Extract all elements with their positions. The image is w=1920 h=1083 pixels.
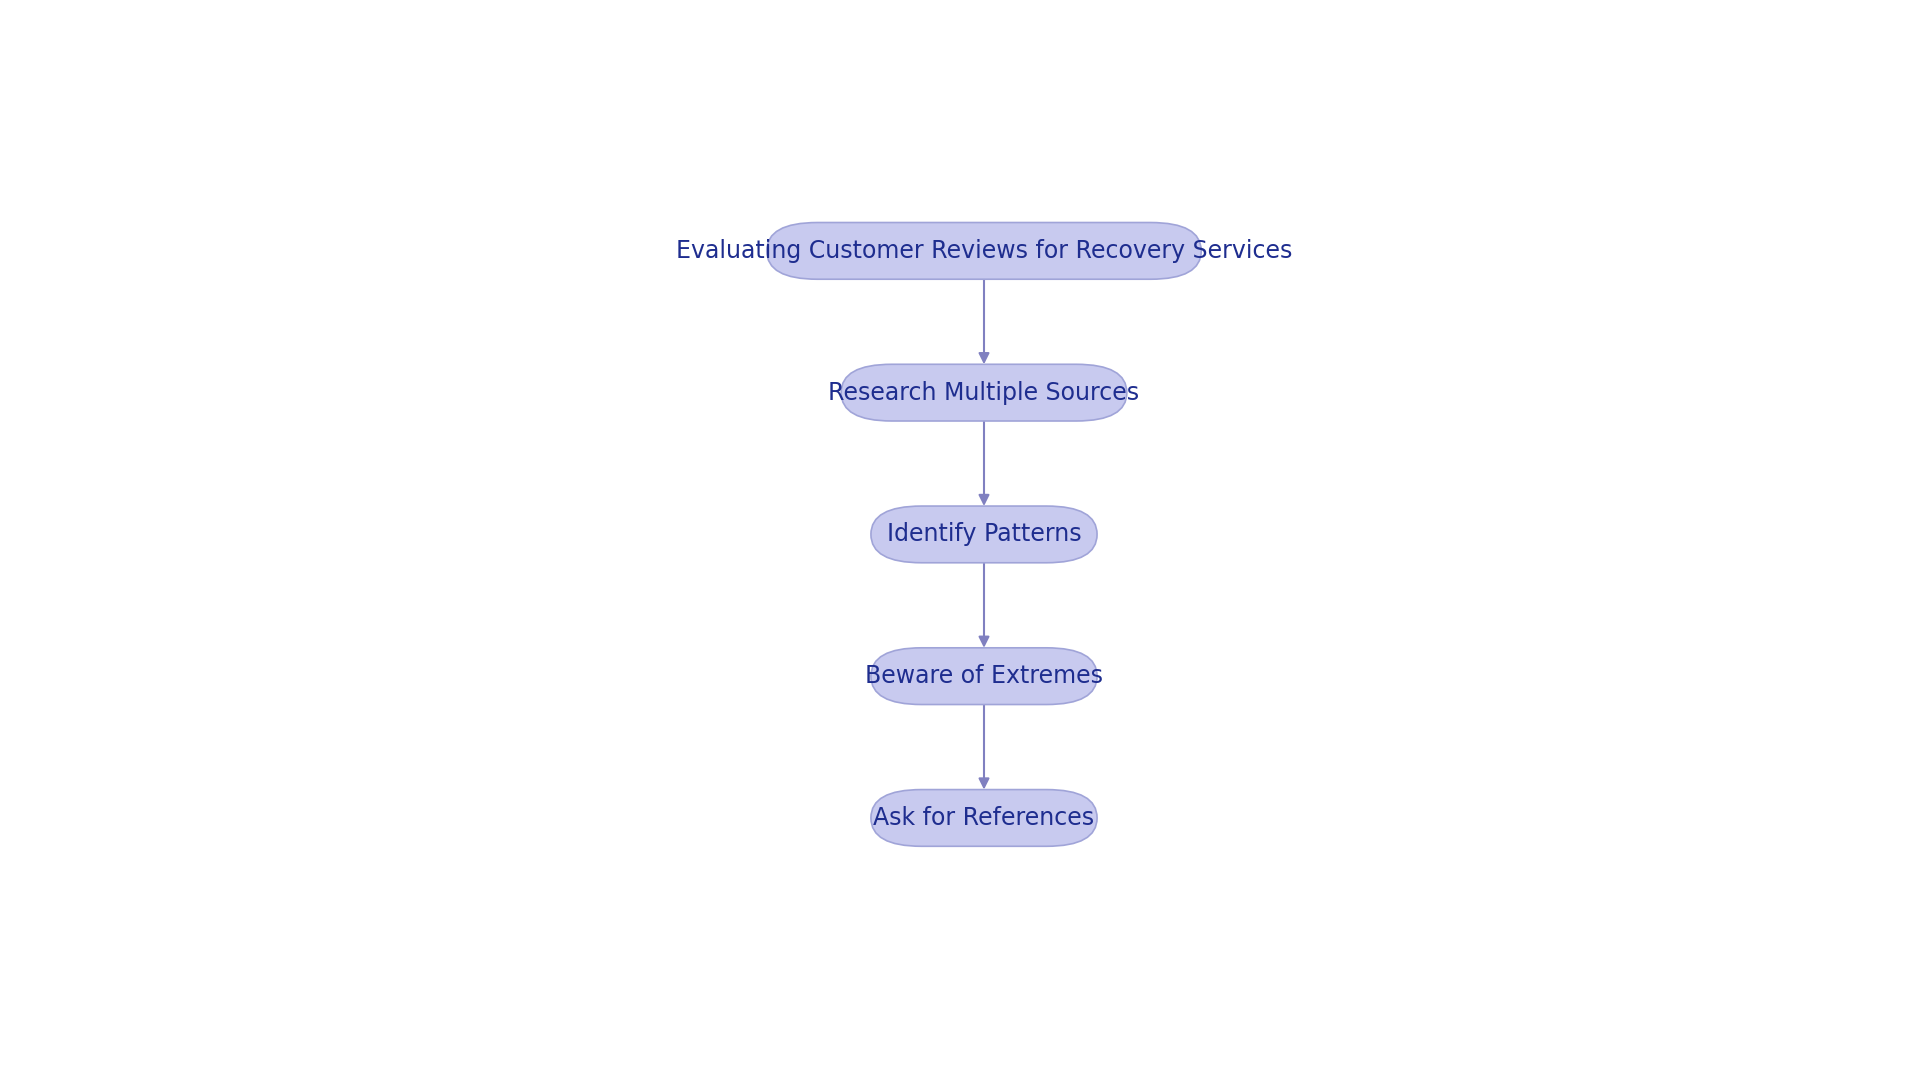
Text: Beware of Extremes: Beware of Extremes	[866, 664, 1102, 688]
FancyBboxPatch shape	[872, 506, 1096, 563]
FancyBboxPatch shape	[841, 364, 1127, 421]
Text: Research Multiple Sources: Research Multiple Sources	[828, 380, 1140, 405]
FancyBboxPatch shape	[872, 790, 1096, 846]
Text: Identify Patterns: Identify Patterns	[887, 522, 1081, 547]
Text: Evaluating Customer Reviews for Recovery Services: Evaluating Customer Reviews for Recovery…	[676, 239, 1292, 263]
Text: Ask for References: Ask for References	[874, 806, 1094, 830]
FancyBboxPatch shape	[872, 648, 1096, 705]
FancyBboxPatch shape	[766, 222, 1202, 279]
